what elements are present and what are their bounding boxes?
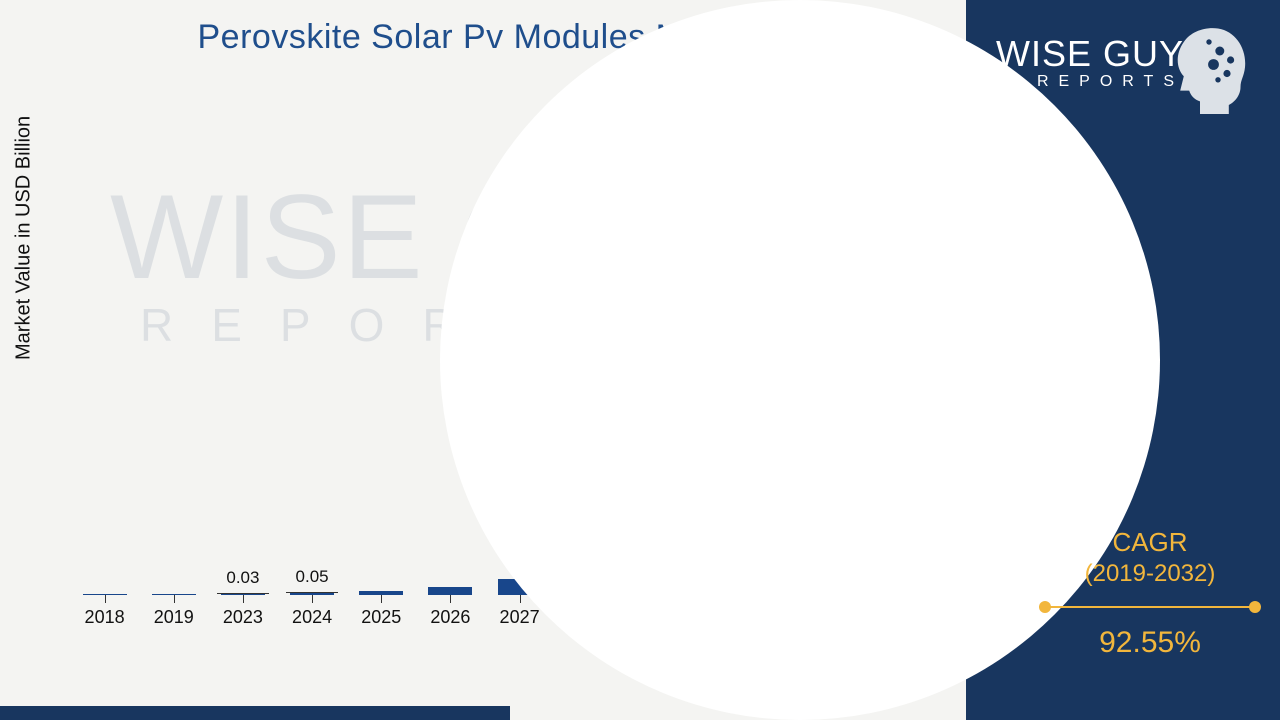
cagr-block: CAGR (2019-2032) 92.55% xyxy=(1020,527,1280,660)
x-axis-label: 2023 xyxy=(223,607,263,628)
bar-value-label: 0.05 xyxy=(296,567,329,591)
report-chart-page: WISE GUY REPORTS Perovskite Solar Pv Mod… xyxy=(0,0,1280,720)
divider-dot-icon xyxy=(1039,601,1051,613)
cagr-label: CAGR xyxy=(1020,527,1280,558)
x-tick xyxy=(105,595,106,603)
cagr-value: 92.55% xyxy=(1020,626,1280,660)
y-axis-label: Market Value in USD Billion xyxy=(13,116,36,360)
x-axis-label: 2026 xyxy=(430,607,470,628)
x-tick xyxy=(312,595,313,603)
x-axis-label: 2024 xyxy=(292,607,332,628)
cagr-divider xyxy=(1045,606,1255,608)
cagr-range: (2019-2032) xyxy=(1020,560,1280,588)
side-panel: WISE GUY REPORTS CAGR (2019-2032) 92.55% xyxy=(966,0,1280,720)
x-tick xyxy=(174,595,175,603)
logo-text-main: WISE GUY xyxy=(996,36,1184,72)
x-axis-label: 2018 xyxy=(85,607,125,628)
value-underline xyxy=(217,593,269,594)
divider-dot-icon xyxy=(1249,601,1261,613)
logo-text-sub: REPORTS xyxy=(996,74,1184,90)
x-tick xyxy=(381,595,382,603)
bar xyxy=(428,587,472,595)
x-tick xyxy=(450,595,451,603)
bar-value-label: 0.03 xyxy=(226,568,259,592)
x-tick xyxy=(243,595,244,603)
brand-logo: WISE GUY REPORTS xyxy=(996,24,1254,90)
x-axis-label: 2025 xyxy=(361,607,401,628)
x-axis-label: 2027 xyxy=(500,607,540,628)
value-underline xyxy=(286,592,338,593)
footer-accent-bar xyxy=(0,706,510,720)
x-axis-label: 2019 xyxy=(154,607,194,628)
x-tick xyxy=(520,595,521,603)
